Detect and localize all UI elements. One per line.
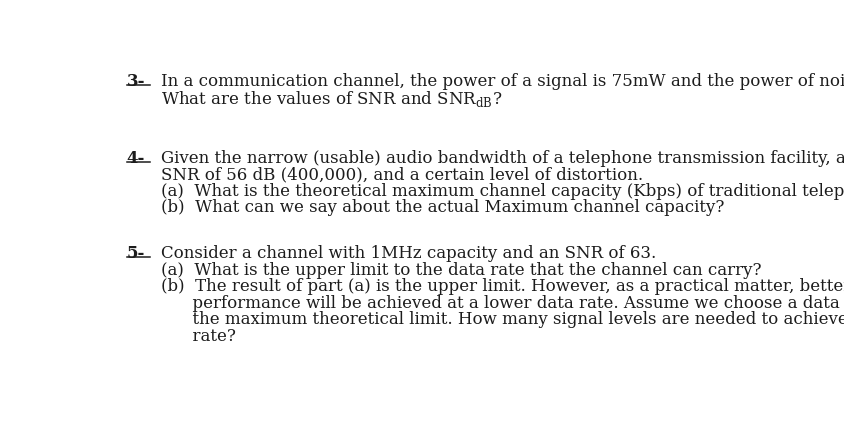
Text: 3-: 3- xyxy=(127,73,145,90)
Text: rate?: rate? xyxy=(161,328,236,345)
Text: In a communication channel, the power of a signal is 75mW and the power of noise: In a communication channel, the power of… xyxy=(161,73,844,90)
Text: (a)  What is the upper limit to the data rate that the channel can carry?: (a) What is the upper limit to the data … xyxy=(161,262,761,279)
Text: Consider a channel with 1MHz capacity and an SNR of 63.: Consider a channel with 1MHz capacity an… xyxy=(161,245,656,262)
Text: 4-: 4- xyxy=(127,150,145,167)
Text: performance will be achieved at a lower data rate. Assume we choose a data rate : performance will be achieved at a lower … xyxy=(161,295,844,312)
Text: (b)  The result of part (a) is the upper limit. However, as a practical matter, : (b) The result of part (a) is the upper … xyxy=(161,278,844,295)
Text: (b)  What can we say about the actual Maximum channel capacity?: (b) What can we say about the actual Max… xyxy=(161,199,724,216)
Text: the maximum theoretical limit. How many signal levels are needed to achieve this: the maximum theoretical limit. How many … xyxy=(161,311,844,328)
Text: SNR of 56 dB (400,000), and a certain level of distortion.: SNR of 56 dB (400,000), and a certain le… xyxy=(161,166,643,183)
Text: Given the narrow (usable) audio bandwidth of a telephone transmission facility, : Given the narrow (usable) audio bandwidt… xyxy=(161,150,844,167)
Text: (a)  What is the theoretical maximum channel capacity (Kbps) of traditional tele: (a) What is the theoretical maximum chan… xyxy=(161,183,844,200)
Text: What are the values of SNR and SNR$_\mathregular{dB}$?: What are the values of SNR and SNR$_\mat… xyxy=(161,89,502,109)
Text: 5-: 5- xyxy=(127,245,145,262)
